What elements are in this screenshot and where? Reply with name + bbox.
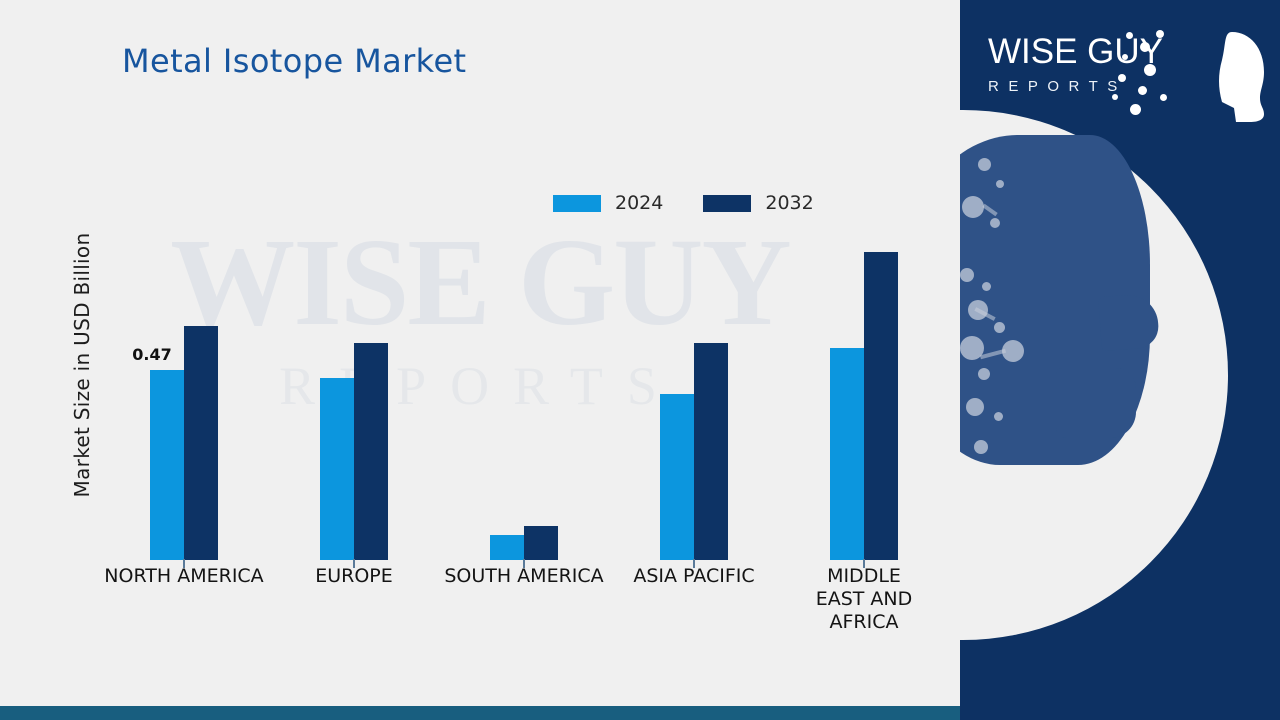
molecule-dot [962, 196, 984, 218]
x-axis-labels: NORTH AMERICA EUROPE SOUTH AMERICA ASIA … [104, 565, 928, 675]
bar-south-america-2032[interactable] [524, 526, 558, 560]
x-label-europe: EUROPE [315, 565, 393, 587]
bar-middle-east-and-africa-2024[interactable] [830, 348, 864, 560]
x-tick-middle-east-and-africa [863, 559, 865, 568]
molecule-dot [982, 282, 991, 291]
legend-item-2024[interactable]: 2024 [553, 192, 663, 214]
x-tick-north-america [183, 559, 185, 568]
logo-dot [1126, 32, 1133, 39]
logo-dot [1160, 94, 1167, 101]
molecule-dot [1002, 340, 1024, 362]
logo-dot [1144, 64, 1156, 76]
bar-group-south-america [464, 200, 584, 568]
brand-panel: WISE GUY REPORTS [960, 0, 1280, 720]
bar-asia-pacific-2024[interactable] [660, 394, 694, 560]
bar-north-america-2032[interactable] [184, 326, 218, 560]
logo-dot [1112, 94, 1118, 100]
logo-sub-text: REPORTS [988, 78, 1127, 95]
molecule-dot [996, 180, 1004, 188]
logo[interactable]: WISE GUY REPORTS [988, 30, 1264, 122]
x-tick-asia-pacific [693, 559, 695, 568]
bar-group-europe [294, 200, 414, 568]
logo-dot [1156, 30, 1164, 38]
bar-north-america-2024[interactable] [150, 370, 184, 560]
x-label-north-america: NORTH AMERICA [104, 565, 264, 587]
bar-asia-pacific-2032[interactable] [694, 343, 728, 560]
molecule-dot [960, 268, 974, 282]
bar-middle-east-and-africa-2032[interactable] [864, 252, 898, 560]
logo-dot [1118, 74, 1126, 82]
logo-main-text: WISE GUY [988, 32, 1164, 71]
x-label-south-america: SOUTH AMERICA [444, 565, 604, 587]
chart-canvas: WISE GUY REPORTS Metal Isotope Market 20… [0, 42, 960, 720]
x-label-middle-east-and-africa: MIDDLE EAST AND AFRICA [815, 565, 913, 633]
page-title: Metal Isotope Market [122, 42, 467, 80]
molecule-dot [978, 368, 990, 380]
head-silhouette-icon [1112, 28, 1270, 126]
x-label-asia-pacific: ASIA PACIFIC [633, 565, 755, 587]
bar-europe-2032[interactable] [354, 343, 388, 560]
logo-dot [1122, 54, 1128, 60]
logo-dot [1130, 104, 1141, 115]
bottom-accent-bar [0, 706, 960, 720]
bar-south-america-2024[interactable] [490, 535, 524, 560]
legend-label-2024: 2024 [615, 192, 664, 214]
bar-group-middle-east-and-africa [804, 200, 924, 568]
bar-europe-2024[interactable] [320, 378, 354, 560]
legend-swatch-2032 [703, 194, 752, 212]
molecule-dot [994, 322, 1005, 333]
data-label-north-america-2024: 0.47 [132, 345, 172, 364]
bar-group-asia-pacific [634, 200, 754, 568]
molecule-dot [978, 158, 991, 171]
molecule-dot [974, 440, 988, 454]
molecule-dot [990, 218, 1000, 228]
molecule-dot [994, 412, 1003, 421]
molecule-dot [966, 398, 984, 416]
bar-group-north-america: 0.47 [124, 200, 244, 568]
chart-legend: 2024 2032 [553, 192, 814, 214]
legend-item-2032[interactable]: 2032 [703, 192, 814, 214]
legend-label-2032: 2032 [765, 192, 814, 214]
legend-swatch-2024 [553, 194, 601, 212]
plot-area: 0.47 [118, 200, 928, 568]
y-axis-label: Market Size in USD Billion [70, 232, 94, 498]
head-chin-shape [1056, 368, 1136, 438]
logo-dot [1140, 42, 1150, 52]
logo-dot [1138, 86, 1147, 95]
x-tick-europe [353, 559, 355, 568]
x-tick-south-america [523, 559, 525, 568]
